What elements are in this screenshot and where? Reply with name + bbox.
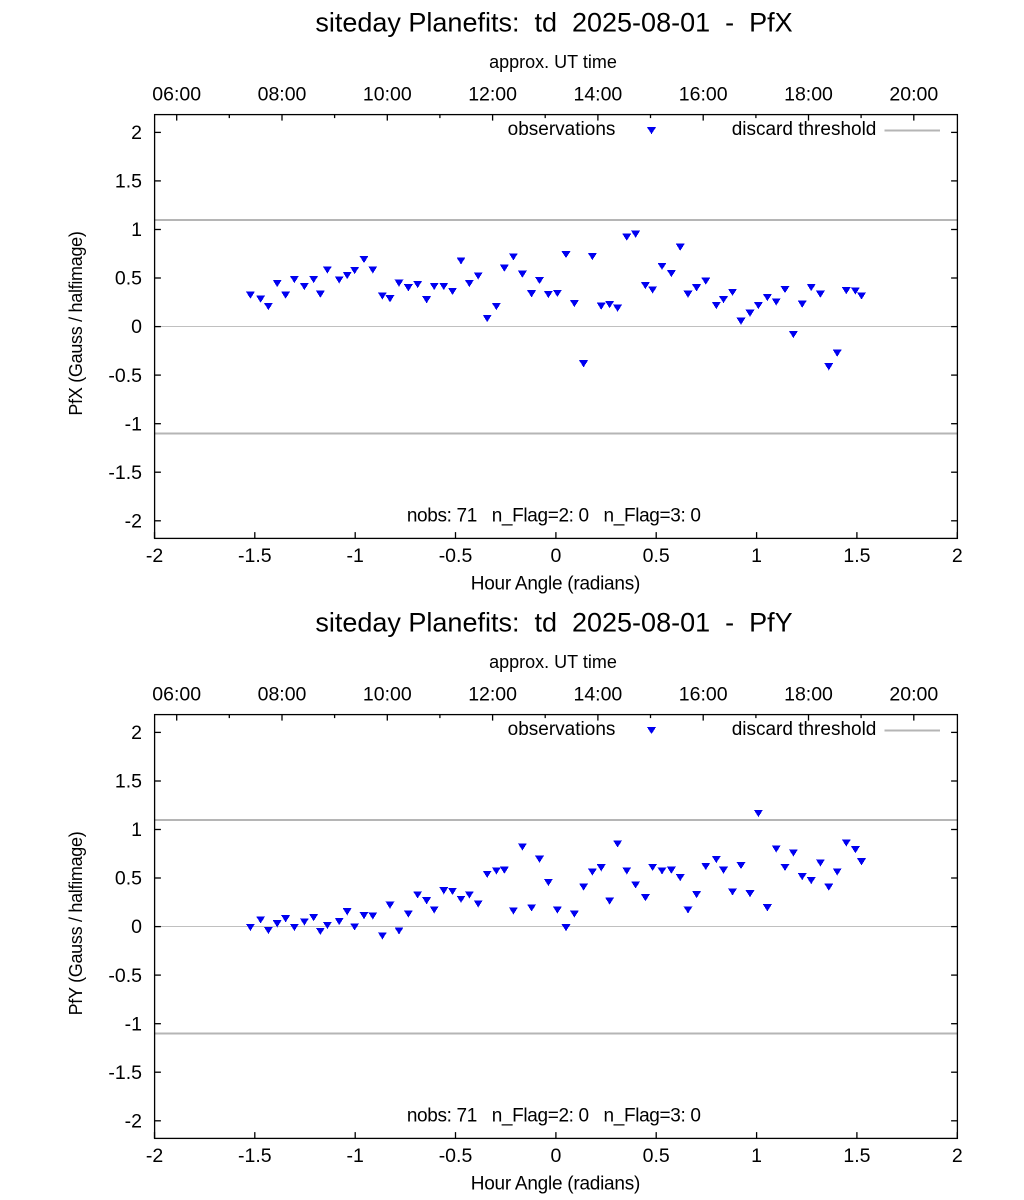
svg-text:-0.5: -0.5: [108, 965, 142, 987]
svg-text:-1: -1: [347, 545, 364, 567]
svg-text:14:00: 14:00: [573, 83, 622, 105]
svg-text:-2: -2: [146, 545, 163, 567]
svg-text:siteday Planefits: td 2025-0: siteday Planefits: td 2025-08-01 - PfX: [315, 8, 792, 38]
svg-text:0.5: 0.5: [115, 268, 142, 290]
svg-text:-2: -2: [146, 1145, 163, 1167]
svg-text:0: 0: [131, 916, 142, 938]
svg-text:-1: -1: [347, 1145, 364, 1167]
svg-text:2: 2: [952, 1145, 963, 1167]
svg-text:observations: observations: [508, 719, 616, 740]
svg-text:Hour Angle (radians): Hour Angle (radians): [471, 573, 640, 594]
svg-text:-0.5: -0.5: [439, 1145, 473, 1167]
svg-text:nobs: 71 n_Flag=2: 0 n_Fla: nobs: 71 n_Flag=2: 0 n_Flag=3: 0: [407, 506, 701, 527]
svg-text:16:00: 16:00: [679, 83, 728, 105]
svg-text:1: 1: [751, 545, 762, 567]
svg-text:nobs: 71 n_Flag=2: 0 n_Fla: nobs: 71 n_Flag=2: 0 n_Flag=3: 0: [407, 1106, 701, 1127]
svg-text:14:00: 14:00: [573, 683, 622, 705]
svg-text:discard threshold: discard threshold: [732, 719, 877, 740]
svg-text:-1.5: -1.5: [108, 462, 142, 484]
svg-text:2: 2: [131, 722, 142, 744]
svg-text:10:00: 10:00: [363, 683, 412, 705]
svg-text:1: 1: [751, 1145, 762, 1167]
svg-text:08:00: 08:00: [258, 83, 307, 105]
svg-text:1: 1: [131, 219, 142, 241]
svg-text:1.5: 1.5: [115, 171, 142, 193]
svg-text:0.5: 0.5: [643, 1145, 670, 1167]
svg-text:-1.5: -1.5: [108, 1062, 142, 1084]
svg-text:06:00: 06:00: [152, 683, 201, 705]
svg-text:-1.5: -1.5: [238, 545, 272, 567]
svg-text:-1: -1: [125, 1013, 142, 1035]
svg-text:1.5: 1.5: [843, 1145, 870, 1167]
svg-text:06:00: 06:00: [152, 83, 201, 105]
svg-text:0.5: 0.5: [643, 545, 670, 567]
svg-text:1.5: 1.5: [115, 771, 142, 793]
svg-text:10:00: 10:00: [363, 83, 412, 105]
svg-text:siteday Planefits: td 2025-0: siteday Planefits: td 2025-08-01 - PfY: [315, 608, 792, 638]
svg-text:0: 0: [131, 316, 142, 338]
svg-text:2: 2: [131, 122, 142, 144]
svg-text:-0.5: -0.5: [439, 545, 473, 567]
svg-text:-2: -2: [125, 1110, 142, 1132]
svg-text:-0.5: -0.5: [108, 365, 142, 387]
svg-text:16:00: 16:00: [679, 683, 728, 705]
svg-text:18:00: 18:00: [784, 83, 833, 105]
svg-text:-1: -1: [125, 413, 142, 435]
svg-text:-2: -2: [125, 510, 142, 532]
svg-text:12:00: 12:00: [468, 683, 517, 705]
svg-text:12:00: 12:00: [468, 83, 517, 105]
svg-text:1.5: 1.5: [843, 545, 870, 567]
svg-text:20:00: 20:00: [889, 83, 938, 105]
svg-text:Hour Angle (radians): Hour Angle (radians): [471, 1173, 640, 1194]
svg-text:0: 0: [550, 545, 561, 567]
svg-text:0.5: 0.5: [115, 868, 142, 890]
svg-text:08:00: 08:00: [258, 683, 307, 705]
svg-text:-1.5: -1.5: [238, 1145, 272, 1167]
svg-text:0: 0: [550, 1145, 561, 1167]
svg-text:PfX (Gauss / halfimage): PfX (Gauss / halfimage): [66, 231, 86, 415]
svg-text:18:00: 18:00: [784, 683, 833, 705]
svg-text:approx. UT time: approx. UT time: [489, 652, 617, 672]
svg-text:discard threshold: discard threshold: [732, 119, 877, 140]
svg-text:20:00: 20:00: [889, 683, 938, 705]
svg-text:approx. UT time: approx. UT time: [489, 52, 617, 72]
svg-text:PfY (Gauss / halfimage): PfY (Gauss / halfimage): [66, 832, 86, 1016]
svg-text:2: 2: [952, 545, 963, 567]
svg-text:observations: observations: [508, 119, 616, 140]
svg-text:1: 1: [131, 819, 142, 841]
